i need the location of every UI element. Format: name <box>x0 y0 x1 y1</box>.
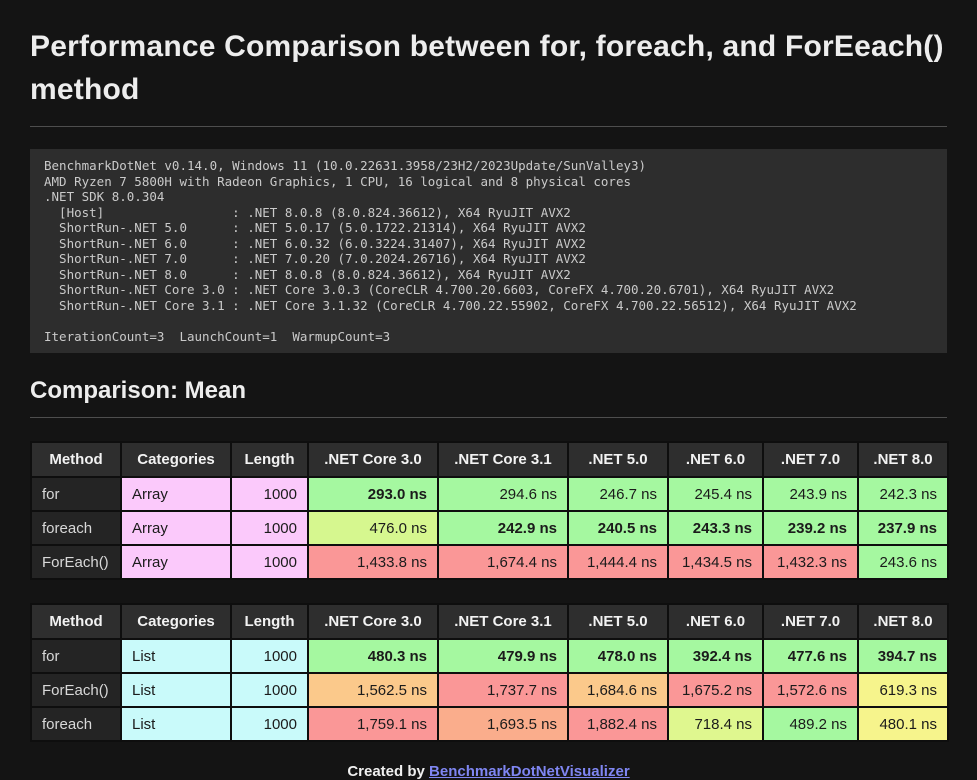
column-header: .NET 7.0 <box>762 603 859 641</box>
value-cell: 480.3 ns <box>307 638 439 675</box>
value-cell: 237.9 ns <box>857 510 949 547</box>
column-header: Method <box>30 441 122 479</box>
column-header: Categories <box>120 441 232 479</box>
value-cell: 243.6 ns <box>857 544 949 581</box>
value-cell: 243.3 ns <box>667 510 764 547</box>
value-cell: 478.0 ns <box>567 638 669 675</box>
column-header: .NET 8.0 <box>857 603 949 641</box>
value-cell: 1,674.4 ns <box>437 544 569 581</box>
method-cell: for <box>30 476 122 513</box>
value-cell: 1,432.3 ns <box>762 544 859 581</box>
value-cell: 480.1 ns <box>857 706 949 743</box>
column-header: .NET 8.0 <box>857 441 949 479</box>
value-cell: 294.6 ns <box>437 476 569 513</box>
section-title-mean: Comparison: Mean <box>30 377 247 405</box>
title-divider <box>30 126 947 128</box>
table-row: foreach Array 1000 476.0 ns 242.9 ns 240.5 ns… <box>30 510 949 547</box>
footer: Created by BenchmarkDotNetVisualizer <box>30 763 947 780</box>
categories-cell: List <box>120 706 232 743</box>
value-cell: 1,759.1 ns <box>307 706 439 743</box>
page-title: Performance Comparison between for, fore… <box>30 30 944 106</box>
value-cell: 242.3 ns <box>857 476 949 513</box>
value-cell: 245.4 ns <box>667 476 764 513</box>
value-cell: 477.6 ns <box>762 638 859 675</box>
length-cell: 1000 <box>230 706 309 743</box>
table-row: ForEach() Array 1000 1,433.8 ns 1,674.4 ns 1,… <box>30 544 949 581</box>
value-cell: 1,572.6 ns <box>762 672 859 709</box>
value-cell: 240.5 ns <box>567 510 669 547</box>
column-header: Categories <box>120 603 232 641</box>
value-cell: 718.4 ns <box>667 706 764 743</box>
method-cell: ForEach() <box>30 544 122 581</box>
method-cell: for <box>30 638 122 675</box>
value-cell: 1,444.4 ns <box>567 544 669 581</box>
table-row: foreach List 1000 1,759.1 ns 1,693.5 ns 1,882… <box>30 706 949 743</box>
length-cell: 1000 <box>230 510 309 547</box>
length-cell: 1000 <box>230 638 309 675</box>
benchmark-table-array: Method Categories Length .NET Core 3.0 .NET … <box>30 441 949 581</box>
header-row: Method Categories Length .NET Core 3.0 .NET … <box>30 441 949 479</box>
categories-cell: List <box>120 672 232 709</box>
column-header: Length <box>230 603 309 641</box>
table-row: ForEach() List 1000 1,562.5 ns 1,737.7 ns 1,6… <box>30 672 949 709</box>
value-cell: 1,737.7 ns <box>437 672 569 709</box>
method-cell: ForEach() <box>30 672 122 709</box>
categories-cell: Array <box>120 544 232 581</box>
length-cell: 1000 <box>230 672 309 709</box>
value-cell: 1,693.5 ns <box>437 706 569 743</box>
table-row: for Array 1000 293.0 ns 294.6 ns 246.7 ns 245.… <box>30 476 949 513</box>
value-cell: 1,675.2 ns <box>667 672 764 709</box>
categories-cell: List <box>120 638 232 675</box>
column-header: Method <box>30 603 122 641</box>
value-cell: 476.0 ns <box>307 510 439 547</box>
value-cell: 392.4 ns <box>667 638 764 675</box>
value-cell: 239.2 ns <box>762 510 859 547</box>
value-cell: 246.7 ns <box>567 476 669 513</box>
method-cell: foreach <box>30 706 122 743</box>
header-row: Method Categories Length .NET Core 3.0 .NET … <box>30 603 949 641</box>
section-divider <box>30 417 947 419</box>
table-row: for List 1000 480.3 ns 479.9 ns 478.0 ns 392.4… <box>30 638 949 675</box>
column-header: Length <box>230 441 309 479</box>
value-cell: 242.9 ns <box>437 510 569 547</box>
value-cell: 489.2 ns <box>762 706 859 743</box>
method-cell: foreach <box>30 510 122 547</box>
value-cell: 1,684.6 ns <box>567 672 669 709</box>
benchmark-table-list: Method Categories Length .NET Core 3.0 .NET … <box>30 603 949 743</box>
length-cell: 1000 <box>230 476 309 513</box>
value-cell: 1,433.8 ns <box>307 544 439 581</box>
column-header: .NET 7.0 <box>762 441 859 479</box>
column-header: .NET 5.0 <box>567 603 669 641</box>
value-cell: 1,882.4 ns <box>567 706 669 743</box>
categories-cell: Array <box>120 510 232 547</box>
value-cell: 1,434.5 ns <box>667 544 764 581</box>
value-cell: 293.0 ns <box>307 476 439 513</box>
value-cell: 243.9 ns <box>762 476 859 513</box>
column-header: .NET Core 3.1 <box>437 603 569 641</box>
column-header: .NET 6.0 <box>667 441 764 479</box>
value-cell: 1,562.5 ns <box>307 672 439 709</box>
environment-info-block: BenchmarkDotNet v0.14.0, Windows 11 (10.… <box>30 149 947 354</box>
column-header: .NET Core 3.0 <box>307 441 439 479</box>
column-header: .NET 6.0 <box>667 603 764 641</box>
column-header: .NET Core 3.1 <box>437 441 569 479</box>
value-cell: 619.3 ns <box>857 672 949 709</box>
column-header: .NET 5.0 <box>567 441 669 479</box>
value-cell: 394.7 ns <box>857 638 949 675</box>
visualizer-link[interactable]: BenchmarkDotNetVisualizer <box>429 763 630 780</box>
column-header: .NET Core 3.0 <box>307 603 439 641</box>
categories-cell: Array <box>120 476 232 513</box>
created-by-label: Created by <box>347 763 430 780</box>
value-cell: 479.9 ns <box>437 638 569 675</box>
length-cell: 1000 <box>230 544 309 581</box>
